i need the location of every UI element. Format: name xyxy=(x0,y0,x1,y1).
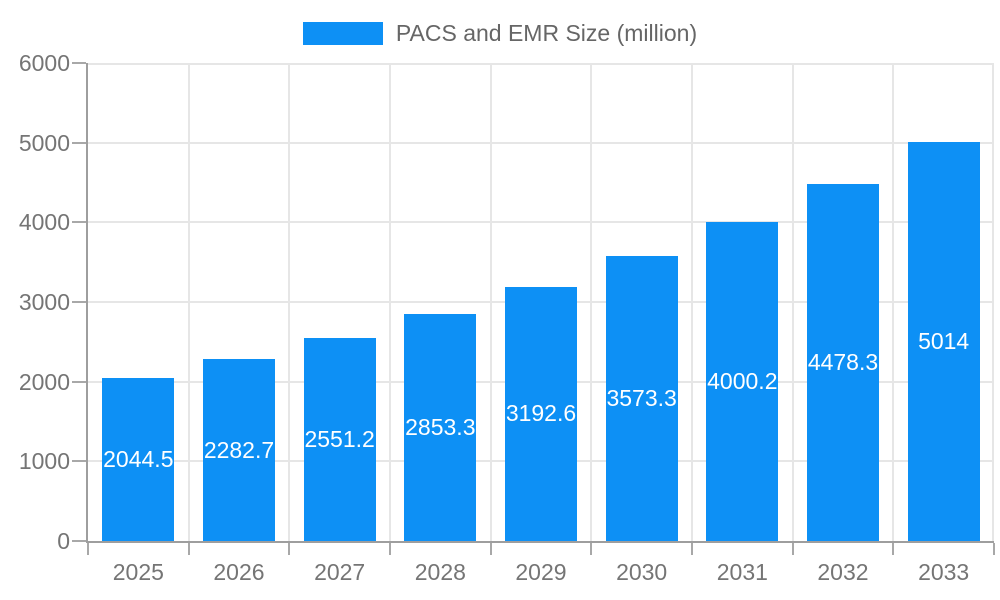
plot-area: 2044.5 2282.7 2551.2 2853.3 3192.6 3573.3 4000… xyxy=(86,63,994,543)
y-gridline xyxy=(88,221,994,224)
bar-2028[interactable]: 2853.3 xyxy=(404,313,477,541)
x-gridline xyxy=(288,63,291,541)
y-axis-tick-mark xyxy=(72,460,86,463)
x-axis-tick-label-2029: 2029 xyxy=(515,559,567,585)
y-gridline xyxy=(88,63,994,65)
x-axis-tick-label-2028: 2028 xyxy=(414,559,466,585)
legend-label: PACS and EMR Size (million) xyxy=(395,20,698,46)
x-gridline xyxy=(892,63,895,541)
x-gridline xyxy=(691,63,693,541)
bar-value-label: 3573.3 xyxy=(606,385,677,412)
x-axis-tick-mark xyxy=(389,543,391,555)
x-gridline xyxy=(489,63,492,541)
y-gridline xyxy=(88,141,994,144)
bar-value-label: 4478.3 xyxy=(807,349,879,376)
y-axis-tick-mark xyxy=(72,141,86,144)
y-axis-tick-label: 0 xyxy=(57,528,70,554)
x-axis-tick-label-2032: 2032 xyxy=(817,559,869,585)
bar-value-label: 2853.3 xyxy=(405,413,476,440)
x-axis-tick-mark xyxy=(87,543,89,555)
x-axis-tick-mark xyxy=(691,543,693,555)
bars-layer: 2044.5 2282.7 2551.2 2853.3 3192.6 3573.3 4000… xyxy=(88,63,994,541)
bar-2032[interactable]: 4478.3 xyxy=(807,184,879,541)
bar-value-label: 2044.5 xyxy=(103,446,174,473)
bar-2029[interactable]: 3192.6 xyxy=(505,286,577,541)
legend-swatch xyxy=(302,22,383,45)
x-axis-tick-mark xyxy=(892,543,895,555)
y-axis-tick-label: 3000 xyxy=(18,289,70,315)
y-axis-tick-label: 6000 xyxy=(18,50,70,76)
x-gridline xyxy=(992,63,994,541)
y-axis-tick-label: 4000 xyxy=(18,209,70,236)
x-axis-tick-label-2033: 2033 xyxy=(918,559,970,585)
y-axis-tick-mark xyxy=(72,301,86,303)
x-gridline xyxy=(590,63,593,541)
x-axis-tick-label-2026: 2026 xyxy=(213,559,265,585)
x-axis-tick-mark xyxy=(791,543,794,555)
x-gridline xyxy=(389,63,391,541)
y-axis-tick-mark xyxy=(72,221,86,224)
y-axis-tick-label: 2000 xyxy=(18,368,70,395)
y-axis-tick-label: 1000 xyxy=(18,448,70,475)
bar-2031[interactable]: 4000.2 xyxy=(706,222,779,541)
x-gridline xyxy=(187,63,190,541)
bar-2025[interactable]: 2044.5 xyxy=(102,378,175,541)
bar-2026[interactable]: 2282.7 xyxy=(203,359,275,541)
bar-value-label: 2551.2 xyxy=(304,425,375,452)
x-gridline xyxy=(791,63,794,541)
x-axis-tick-mark xyxy=(187,543,190,555)
bar-value-label: 5014 xyxy=(918,327,970,354)
x-axis-tick-label-2031: 2031 xyxy=(716,559,768,585)
bar-2027[interactable]: 2551.2 xyxy=(303,337,376,541)
bar-value-label: 4000.2 xyxy=(707,368,778,395)
x-axis-tick-mark xyxy=(993,543,995,555)
bar-value-label: 2282.7 xyxy=(203,436,275,463)
x-axis-tick-mark xyxy=(288,543,291,555)
y-axis-tick-mark xyxy=(72,62,86,64)
bar-2030[interactable]: 3573.3 xyxy=(605,256,678,541)
x-axis-tick-label-2025: 2025 xyxy=(112,559,164,585)
x-axis-tick-mark xyxy=(489,543,492,555)
x-axis-tick-label-2030: 2030 xyxy=(616,559,668,585)
x-axis-tick-mark xyxy=(590,543,593,555)
y-axis-tick-label: 5000 xyxy=(18,129,70,156)
bar-2033[interactable]: 5014 xyxy=(907,141,980,541)
y-axis-tick-mark xyxy=(72,540,86,542)
y-axis-tick-mark xyxy=(72,380,86,383)
legend[interactable]: PACS and EMR Size (million) xyxy=(0,20,1000,47)
x-axis-tick-label-2027: 2027 xyxy=(314,559,366,585)
bar-value-label: 3192.6 xyxy=(505,400,577,427)
